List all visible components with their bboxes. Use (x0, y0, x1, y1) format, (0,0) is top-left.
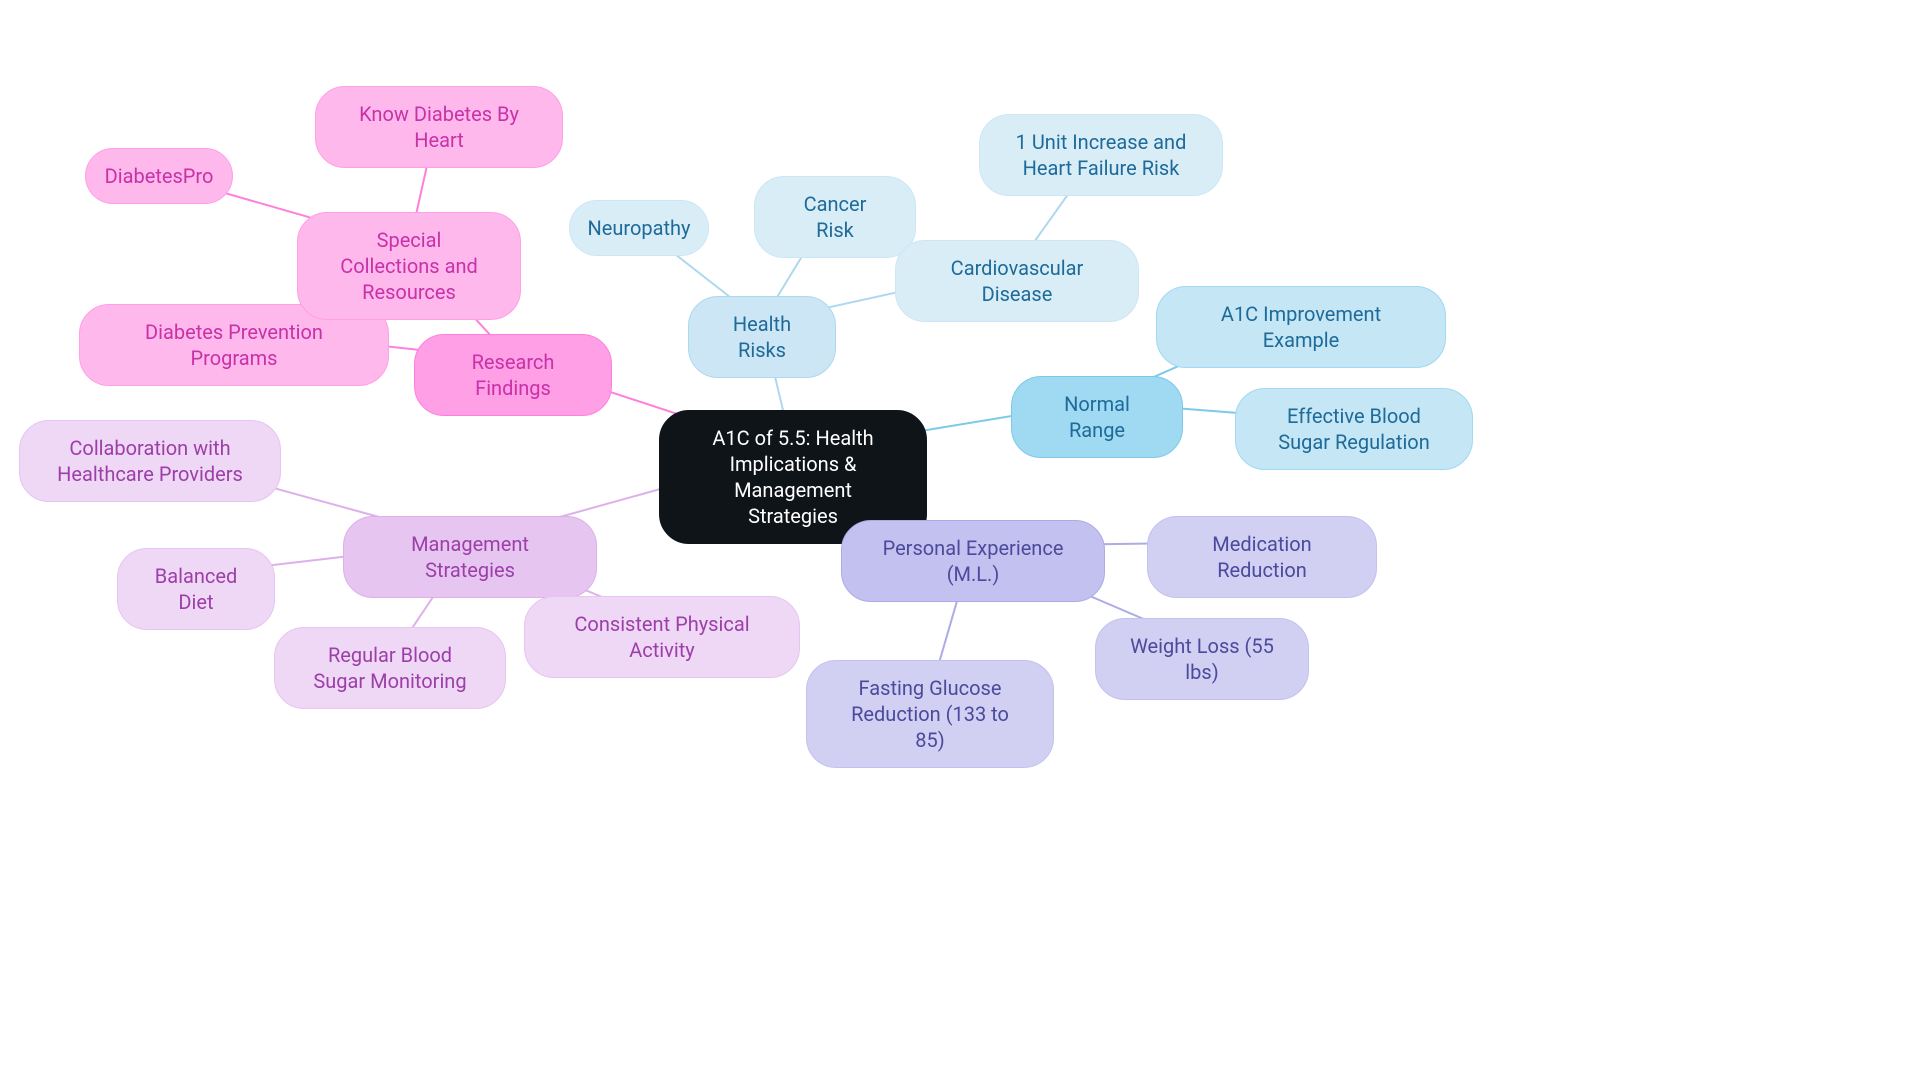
mindmap-node-label: Personal Experience (M.L.) (870, 535, 1076, 587)
mindmap-node-label: Weight Loss (55 lbs) (1124, 633, 1280, 685)
mindmap-node-label: Balanced Diet (146, 563, 246, 615)
mindmap-node-health_risks: Health Risks (688, 296, 836, 378)
mindmap-node-personal: Personal Experience (M.L.) (841, 520, 1105, 602)
mindmap-node-weight: Weight Loss (55 lbs) (1095, 618, 1309, 700)
mindmap-node-label: 1 Unit Increase and Heart Failure Risk (1008, 129, 1194, 181)
mindmap-node-effective_bg: Effective Blood Sugar Regulation (1235, 388, 1473, 470)
mindmap-node-label: Neuropathy (587, 215, 690, 241)
mindmap-node-label: Normal Range (1040, 391, 1154, 443)
mindmap-node-label: Cardiovascular Disease (924, 255, 1110, 307)
mindmap-node-activity: Consistent Physical Activity (524, 596, 800, 678)
mindmap-node-special: Special Collections and Resources (297, 212, 521, 320)
mindmap-node-collab: Collaboration with Healthcare Providers (19, 420, 281, 502)
mindmap-node-balanced: Balanced Diet (117, 548, 275, 630)
mindmap-node-monitor: Regular Blood Sugar Monitoring (274, 627, 506, 709)
mindmap-node-neuropathy: Neuropathy (569, 200, 709, 256)
mindmap-node-label: A1C Improvement Example (1185, 301, 1417, 353)
mindmap-node-label: Cancer Risk (783, 191, 887, 243)
mindmap-node-label: Collaboration with Healthcare Providers (48, 435, 252, 487)
mindmap-node-label: Research Findings (443, 349, 583, 401)
mindmap-node-label: Regular Blood Sugar Monitoring (303, 642, 477, 694)
mindmap-node-label: Management Strategies (372, 531, 568, 583)
mindmap-node-med_reduce: Medication Reduction (1147, 516, 1377, 598)
mindmap-node-label: A1C of 5.5: Health Implications & Manage… (688, 425, 898, 529)
mindmap-node-label: Diabetes Prevention Programs (108, 319, 360, 371)
mindmap-node-cardio: Cardiovascular Disease (895, 240, 1139, 322)
mindmap-node-label: Special Collections and Resources (326, 227, 492, 305)
mindmap-node-research: Research Findings (414, 334, 612, 416)
mindmap-node-label: DiabetesPro (105, 163, 214, 189)
mindmap-node-cancer: Cancer Risk (754, 176, 916, 258)
mindmap-node-kdbh: Know Diabetes By Heart (315, 86, 563, 168)
mindmap-node-label: Fasting Glucose Reduction (133 to 85) (835, 675, 1025, 753)
mindmap-node-fasting: Fasting Glucose Reduction (133 to 85) (806, 660, 1054, 768)
mindmap-node-label: Consistent Physical Activity (553, 611, 771, 663)
mindmap-node-label: Health Risks (717, 311, 807, 363)
mindmap-node-dpro: DiabetesPro (85, 148, 233, 204)
mindmap-node-label: Medication Reduction (1176, 531, 1348, 583)
mindmap-node-heart_failure: 1 Unit Increase and Heart Failure Risk (979, 114, 1223, 196)
mindmap-node-a1c_improve: A1C Improvement Example (1156, 286, 1446, 368)
mindmap-node-label: Know Diabetes By Heart (344, 101, 534, 153)
mindmap-node-normal_range: Normal Range (1011, 376, 1183, 458)
mindmap-node-label: Effective Blood Sugar Regulation (1264, 403, 1444, 455)
mindmap-node-mgmt: Management Strategies (343, 516, 597, 598)
